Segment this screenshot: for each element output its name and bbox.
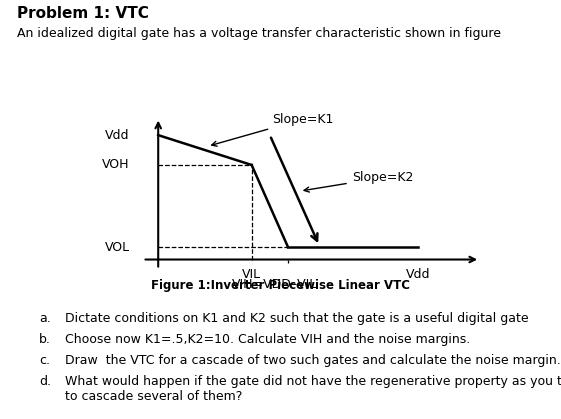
Text: VOH: VOH [102,158,130,171]
Text: Slope=K1: Slope=K1 [211,113,334,146]
Text: Figure 1:Inverter Piecewise Linear VTC: Figure 1:Inverter Piecewise Linear VTC [151,279,410,292]
Text: What would happen if the gate did not have the regenerative property as you try
: What would happen if the gate did not ha… [65,375,561,403]
Text: d.: d. [39,375,51,388]
Text: An idealized digital gate has a voltage transfer characteristic shown in figure: An idealized digital gate has a voltage … [17,27,501,40]
Text: Vdd: Vdd [105,129,130,142]
Text: c.: c. [39,354,50,367]
Text: Problem 1: VTC: Problem 1: VTC [17,6,149,21]
Text: VIL: VIL [242,268,261,281]
Text: Choose now K1=.5,K2=10. Calculate VIH and the noise margins.: Choose now K1=.5,K2=10. Calculate VIH an… [65,333,470,346]
Text: Draw  the VTC for a cascade of two such gates and calculate the noise margin.: Draw the VTC for a cascade of two such g… [65,354,560,367]
Text: Dictate conditions on K1 and K2 such that the gate is a useful digital gate: Dictate conditions on K1 and K2 such tha… [65,312,528,325]
Text: VIH=VDD–VIL: VIH=VDD–VIL [232,278,318,291]
Text: Slope=K2: Slope=K2 [304,171,413,192]
Text: Vdd: Vdd [406,268,430,281]
Text: a.: a. [39,312,51,325]
Text: VOL: VOL [104,241,130,253]
Text: b.: b. [39,333,51,346]
